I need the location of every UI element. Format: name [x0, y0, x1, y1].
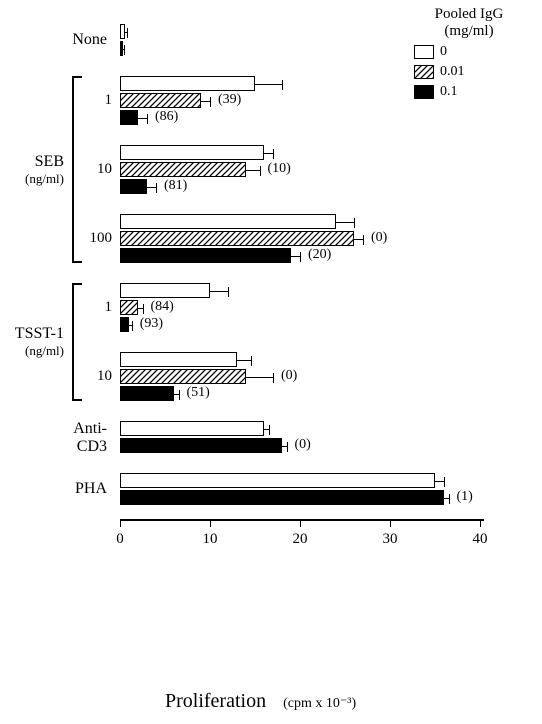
bar-hatch: [120, 162, 246, 177]
legend-label: 0.01: [440, 64, 465, 80]
bar-hatch: [120, 93, 201, 108]
legend-item: 0.01: [414, 64, 524, 80]
legend-swatch: [414, 85, 434, 99]
bar-white: [120, 473, 435, 488]
pct-label: (84): [151, 299, 174, 315]
bar-black: [120, 490, 444, 505]
pct-label: (0): [371, 230, 387, 246]
group-label: PHA: [2, 480, 107, 498]
pct-label: (86): [155, 109, 178, 125]
plot-area: None(39)(86)1(10)(81)10(0)(20)100(84)(93…: [120, 20, 480, 630]
legend-label: 0: [440, 44, 447, 60]
legend-item: 0: [414, 44, 524, 60]
dose-label: 10: [82, 161, 112, 178]
bracket: [72, 76, 74, 263]
pct-label: (51): [187, 385, 210, 401]
x-tick-label: 20: [293, 531, 308, 548]
pct-label: (0): [295, 437, 311, 453]
pct-label: (81): [164, 178, 187, 194]
bar-white: [120, 145, 264, 160]
bar-black: [120, 248, 291, 263]
bar-white: [120, 214, 336, 229]
bar-hatch: [120, 300, 138, 315]
pct-label: (39): [218, 92, 241, 108]
bar-hatch: [120, 369, 246, 384]
x-tick-label: 30: [383, 531, 398, 548]
legend-item: 0.1: [414, 84, 524, 100]
group-label: Anti-CD3: [2, 420, 107, 456]
x-tick-label: 0: [116, 531, 124, 548]
pct-label: (1): [457, 489, 473, 505]
dose-label: 10: [82, 368, 112, 385]
bar-black: [120, 110, 138, 125]
dose-label: 100: [82, 230, 112, 247]
parent-label: TSST-1(ng/ml): [2, 325, 64, 359]
dose-label: 1: [82, 299, 112, 316]
legend: Pooled IgG (mg/ml) 0 0.01 0.1: [414, 6, 524, 100]
chart-container: None(39)(86)1(10)(81)10(0)(20)100(84)(93…: [0, 0, 542, 724]
bar-black: [120, 317, 129, 332]
pct-label: (0): [281, 368, 297, 384]
legend-swatch: [414, 45, 434, 59]
legend-label: 0.1: [440, 84, 458, 100]
x-axis: [120, 519, 484, 521]
legend-title: Pooled IgG (mg/ml): [414, 6, 524, 40]
bracket: [72, 283, 74, 401]
pct-label: (20): [308, 247, 331, 263]
x-tick-label: 40: [473, 531, 488, 548]
bar-white: [120, 76, 255, 91]
bar-black: [120, 438, 282, 453]
bar-black: [120, 386, 174, 401]
group-label: None: [2, 31, 107, 49]
bar-hatch: [120, 231, 354, 246]
pct-label: (10): [268, 161, 291, 177]
pct-label: (93): [140, 316, 163, 332]
legend-swatch: [414, 65, 434, 79]
bar-white: [120, 283, 210, 298]
parent-label: SEB(ng/ml): [2, 153, 64, 187]
bar-white: [120, 352, 237, 367]
bar-white: [120, 421, 264, 436]
x-axis-title: Proliferation (cpm x 10⁻³): [165, 690, 356, 713]
x-tick-label: 10: [203, 531, 218, 548]
bar-black: [120, 179, 147, 194]
dose-label: 1: [82, 92, 112, 109]
